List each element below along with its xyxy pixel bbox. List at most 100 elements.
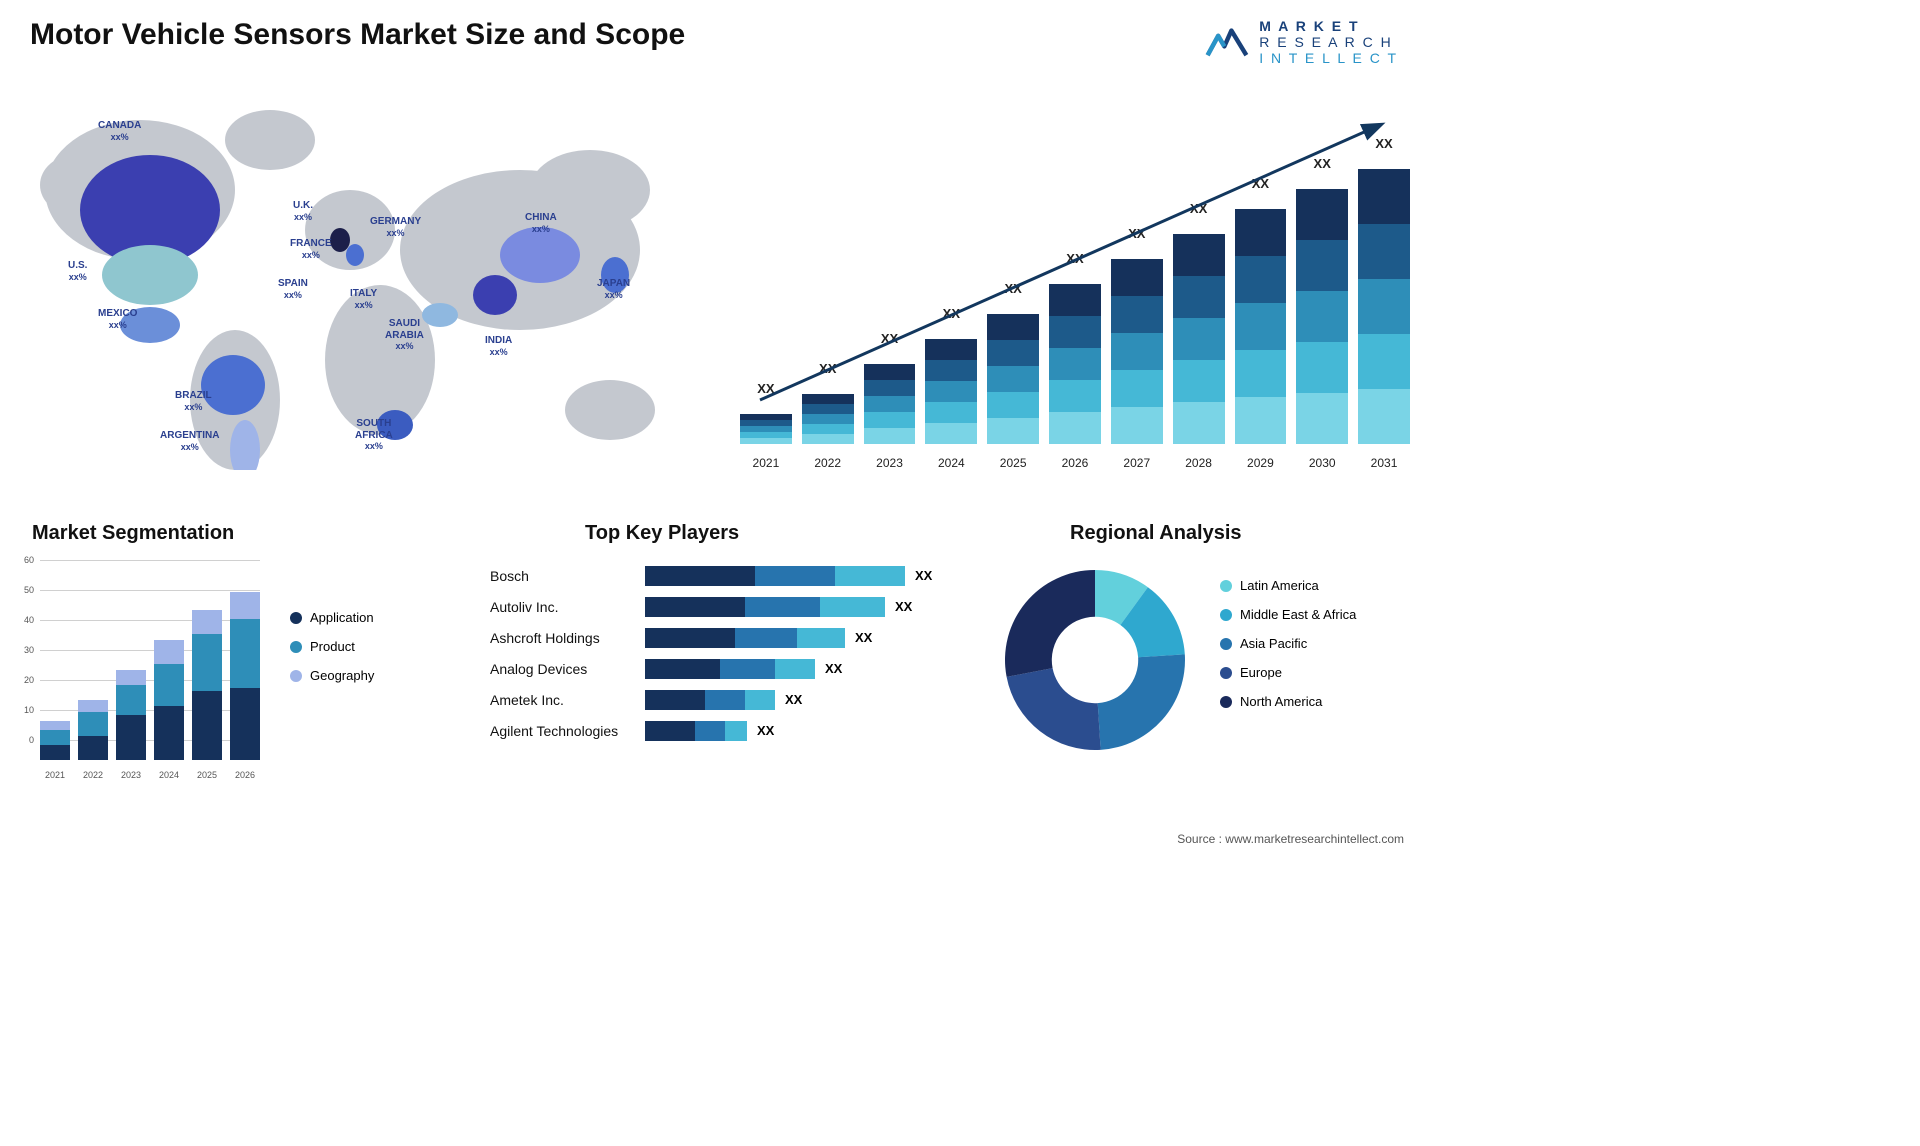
growth-x-label: 2023 (864, 456, 916, 470)
legend-item: North America (1220, 694, 1356, 709)
regional-legend: Latin America Middle East & Africa Asia Pa… (1220, 578, 1356, 723)
legend-item: Latin America (1220, 578, 1356, 593)
growth-x-label: 2031 (1358, 456, 1410, 470)
player-label: Autoliv Inc. (490, 599, 645, 615)
map-label: CHINAxx% (525, 212, 557, 234)
segmentation-bar (78, 700, 108, 760)
map-label: INDIAxx% (485, 335, 512, 357)
segmentation-x-label: 2024 (154, 770, 184, 780)
map-label: U.K.xx% (293, 200, 313, 222)
growth-x-label: 2029 (1235, 456, 1287, 470)
regional-donut: Latin America Middle East & Africa Asia Pa… (995, 560, 1415, 780)
brand-logo: M A R K E T R E S E A R C H I N T E L L … (1205, 18, 1398, 66)
segmentation-x-label: 2025 (192, 770, 222, 780)
player-bar (645, 659, 815, 679)
donut-svg (995, 560, 1195, 760)
map-label: ITALYxx% (350, 288, 377, 310)
map-label: SPAINxx% (278, 278, 308, 300)
growth-bar: XX (1296, 189, 1348, 444)
segmentation-x-label: 2021 (40, 770, 70, 780)
player-row: Agilent TechnologiesXX (490, 715, 970, 746)
legend-item: Middle East & Africa (1220, 607, 1356, 622)
player-label: Ashcroft Holdings (490, 630, 645, 646)
player-label: Analog Devices (490, 661, 645, 677)
map-label: BRAZILxx% (175, 390, 212, 412)
map-label: ARGENTINAxx% (160, 430, 219, 452)
player-value: XX (785, 692, 802, 707)
key-players-chart: BoschXXAutoliv Inc.XXAshcroft HoldingsXX… (490, 560, 970, 780)
brand-line2: R E S E A R C H (1259, 34, 1398, 50)
growth-bar: XX (1358, 169, 1410, 444)
growth-x-label: 2024 (925, 456, 977, 470)
section-header-regional: Regional Analysis (1070, 522, 1242, 545)
growth-bar: XX (802, 394, 854, 444)
section-header-players: Top Key Players (585, 522, 739, 545)
legend-item: Application (290, 610, 374, 625)
growth-bar: XX (1111, 259, 1163, 444)
growth-x-label: 2026 (1049, 456, 1101, 470)
donut-slice (1098, 654, 1185, 749)
player-value: XX (757, 723, 774, 738)
growth-x-label: 2028 (1173, 456, 1225, 470)
segmentation-x-label: 2022 (78, 770, 108, 780)
player-row: Bosch XX (490, 560, 970, 591)
player-value: XX (895, 599, 912, 614)
player-row: Ashcroft HoldingsXX (490, 622, 970, 653)
growth-x-label: 2027 (1111, 456, 1163, 470)
growth-bar: XX (987, 314, 1039, 444)
map-label: U.S.xx% (68, 260, 87, 282)
source-attribution: Source : www.marketresearchintellect.com (1177, 832, 1404, 846)
player-value: XX (915, 568, 932, 583)
map-label: JAPANxx% (597, 278, 630, 300)
segmentation-bar (230, 592, 260, 760)
donut-slice (1005, 570, 1095, 677)
legend-item: Geography (290, 668, 374, 683)
growth-bar: XX (925, 339, 977, 444)
map-label: MEXICOxx% (98, 308, 137, 330)
map-label: GERMANYxx% (370, 216, 421, 238)
map-label: FRANCExx% (290, 238, 332, 260)
segmentation-bar (154, 640, 184, 760)
growth-x-label: 2021 (740, 456, 792, 470)
brand-line1: M A R K E T (1259, 18, 1398, 34)
segmentation-legend: Application Product Geography (290, 610, 374, 697)
brand-icon (1205, 20, 1249, 64)
player-row: Ametek Inc. XX (490, 684, 970, 715)
brand-line3: I N T E L L E C T (1259, 50, 1398, 66)
map-label: SOUTHAFRICAxx% (355, 418, 393, 451)
growth-bar: XX (1049, 284, 1101, 444)
player-bar (645, 690, 775, 710)
player-row: Autoliv Inc. XX (490, 591, 970, 622)
legend-item: Asia Pacific (1220, 636, 1356, 651)
player-bar (645, 721, 747, 741)
player-label: Ametek Inc. (490, 692, 645, 708)
map-label: CANADAxx% (98, 120, 141, 142)
player-bar (645, 597, 885, 617)
player-label: Bosch (490, 568, 645, 584)
segmentation-bar (40, 721, 70, 760)
player-bar (645, 628, 845, 648)
growth-x-label: 2022 (802, 456, 854, 470)
segmentation-x-label: 2023 (116, 770, 146, 780)
segmentation-x-label: 2026 (230, 770, 260, 780)
player-value: XX (825, 661, 842, 676)
growth-bar: XX (1173, 234, 1225, 444)
growth-bar: XX (1235, 209, 1287, 444)
player-row: Analog Devices XX (490, 653, 970, 684)
segmentation-bar (116, 670, 146, 760)
legend-item: Europe (1220, 665, 1356, 680)
page-title: Motor Vehicle Sensors Market Size and Sc… (30, 18, 685, 52)
donut-slice (1007, 668, 1101, 750)
player-bar (645, 566, 905, 586)
segmentation-bar (192, 610, 222, 760)
growth-chart: XXXXXXXXXXXXXXXXXXXXXX 20212022202320242… (740, 90, 1410, 470)
section-header-segmentation: Market Segmentation (32, 522, 234, 545)
world-map: CANADAxx% U.S.xx% MEXICOxx% BRAZILxx% ARGENT… (20, 80, 710, 470)
growth-bar: XX (864, 364, 916, 444)
growth-bar: XX (740, 414, 792, 444)
legend-item: Product (290, 639, 374, 654)
segmentation-chart: 0102030405060 202120222023202420252026 A… (10, 560, 450, 780)
growth-x-label: 2030 (1296, 456, 1348, 470)
growth-x-label: 2025 (987, 456, 1039, 470)
map-label: SAUDIARABIAxx% (385, 318, 424, 351)
